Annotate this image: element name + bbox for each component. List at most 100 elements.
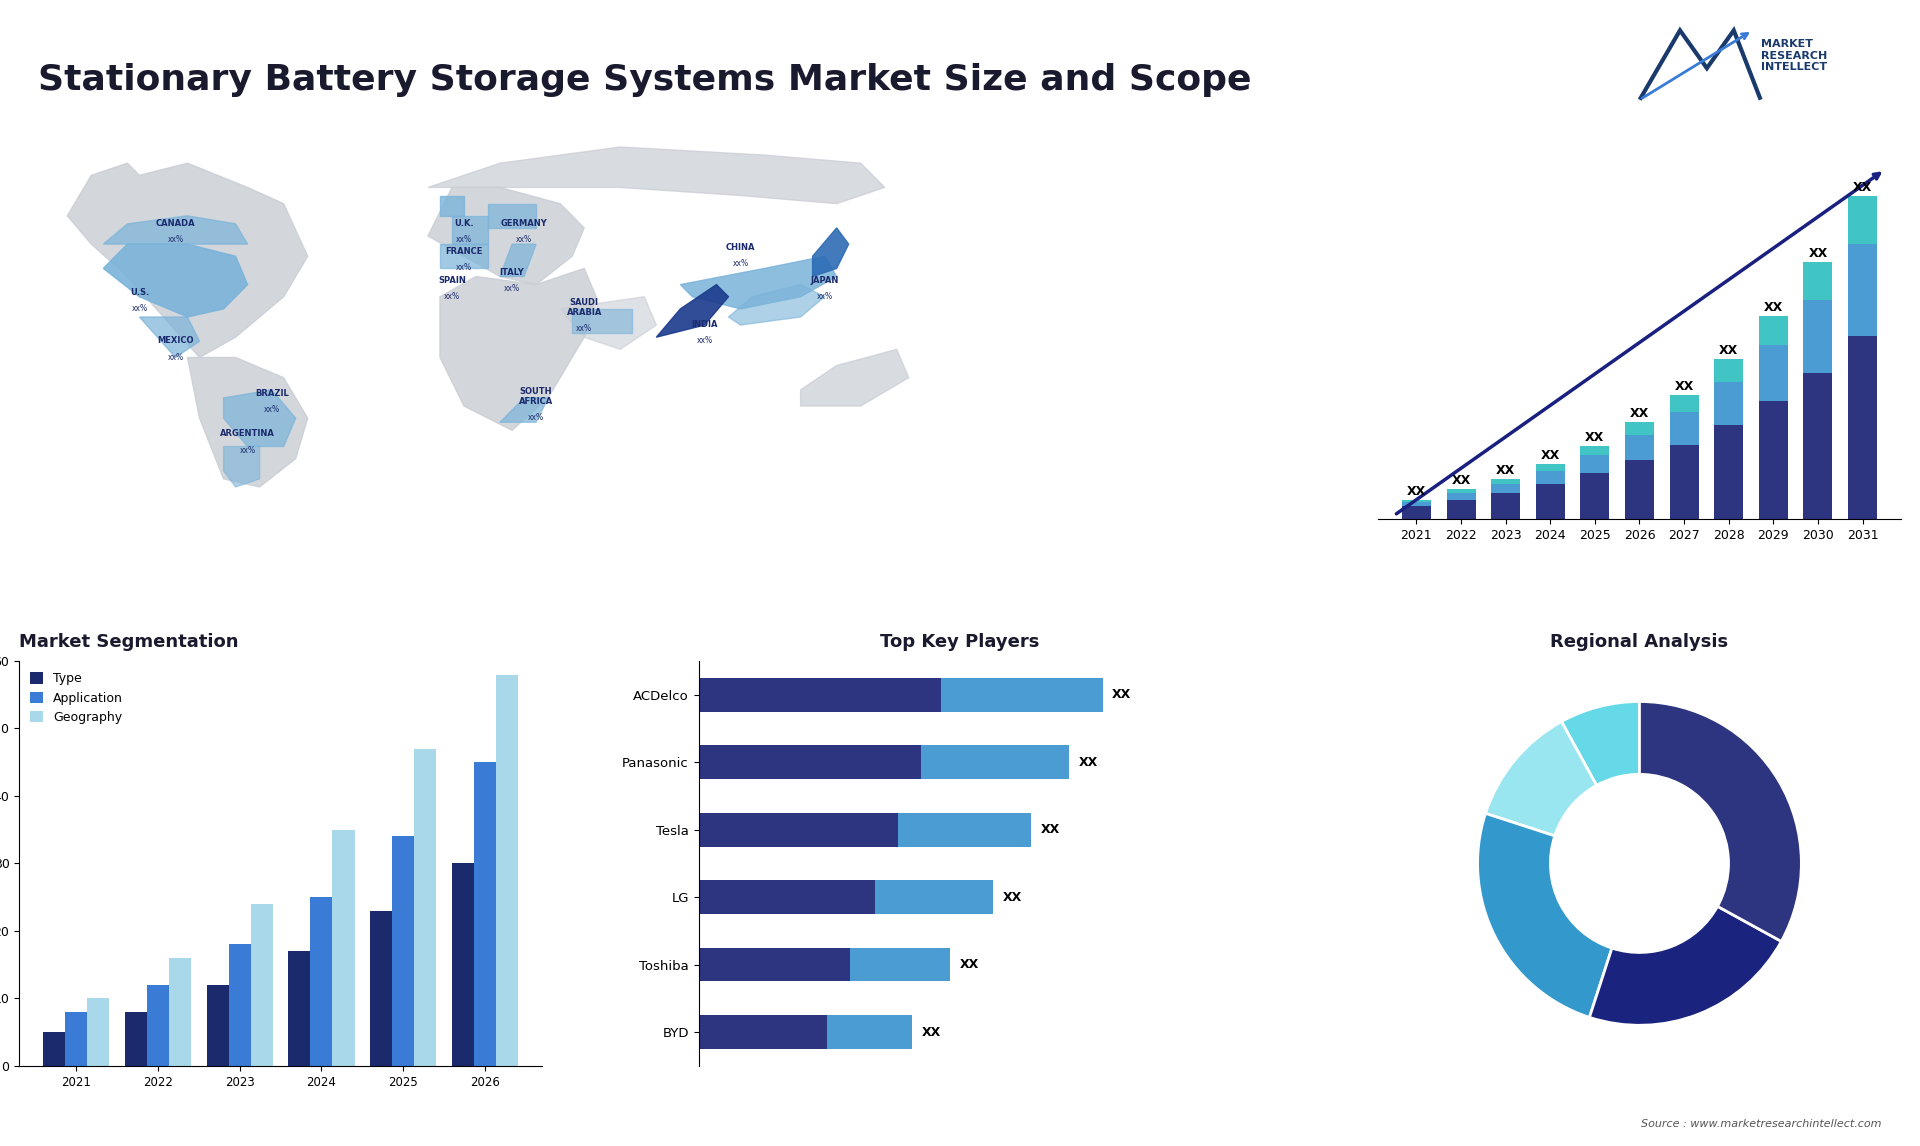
Polygon shape	[223, 447, 259, 487]
Bar	[311, 897, 332, 1066]
Bar	[1715, 382, 1743, 425]
Text: xx%: xx%	[816, 292, 833, 300]
Polygon shape	[104, 244, 248, 317]
Bar	[1446, 493, 1475, 500]
Bar	[1492, 479, 1521, 484]
Bar	[288, 951, 311, 1066]
Text: xx%: xx%	[263, 406, 280, 414]
Bar	[1624, 461, 1653, 519]
Polygon shape	[67, 163, 307, 358]
Bar	[1536, 471, 1565, 484]
Bar	[922, 745, 1069, 779]
Text: xx%: xx%	[576, 324, 591, 333]
Text: XX: XX	[1002, 890, 1021, 904]
Bar	[1402, 500, 1430, 502]
Text: XX: XX	[1407, 485, 1427, 497]
Text: CHINA: CHINA	[726, 243, 755, 252]
Polygon shape	[499, 398, 547, 422]
Text: XX: XX	[1540, 449, 1559, 462]
Polygon shape	[728, 284, 824, 325]
Text: MEXICO: MEXICO	[157, 336, 194, 345]
Bar	[1446, 500, 1475, 519]
Bar	[42, 1033, 65, 1066]
Bar	[1670, 411, 1699, 445]
Bar	[495, 675, 518, 1066]
Text: xx%: xx%	[732, 259, 749, 268]
Polygon shape	[451, 215, 488, 244]
Bar	[1492, 493, 1521, 519]
Bar	[1849, 336, 1878, 519]
Bar	[1759, 401, 1788, 519]
Bar	[699, 948, 851, 981]
Bar	[392, 837, 415, 1066]
Text: XX: XX	[1452, 474, 1471, 487]
Bar	[1624, 423, 1653, 435]
Wedge shape	[1561, 701, 1640, 785]
Polygon shape	[223, 390, 296, 447]
Text: SAUDI
ARABIA: SAUDI ARABIA	[566, 298, 601, 317]
Title: Regional Analysis: Regional Analysis	[1551, 633, 1728, 651]
Text: xx%: xx%	[240, 446, 255, 455]
Text: BRAZIL: BRAZIL	[255, 388, 288, 398]
Wedge shape	[1590, 906, 1782, 1026]
Text: SOUTH
AFRICA: SOUTH AFRICA	[518, 386, 553, 406]
Text: ITALY: ITALY	[499, 267, 524, 276]
Polygon shape	[572, 309, 632, 333]
Bar	[1849, 244, 1878, 336]
Text: xx%: xx%	[444, 292, 461, 300]
Text: XX: XX	[960, 958, 979, 971]
Text: xx%: xx%	[528, 414, 543, 422]
Bar	[474, 762, 495, 1066]
Bar	[851, 948, 950, 981]
Bar	[1715, 425, 1743, 519]
Bar	[1536, 464, 1565, 471]
Bar	[1803, 300, 1832, 372]
Bar	[228, 944, 252, 1066]
Polygon shape	[440, 244, 488, 268]
Text: xx%: xx%	[131, 304, 148, 313]
Bar	[1580, 473, 1609, 519]
Text: ARGENTINA: ARGENTINA	[221, 430, 275, 439]
Wedge shape	[1640, 701, 1801, 941]
Bar	[65, 1012, 86, 1066]
Polygon shape	[440, 268, 597, 430]
Bar	[371, 911, 392, 1066]
Bar	[146, 984, 169, 1066]
Bar	[699, 745, 922, 779]
Bar	[899, 813, 1031, 847]
Bar	[86, 998, 109, 1066]
Polygon shape	[801, 350, 908, 406]
Text: MARKET
RESEARCH
INTELLECT: MARKET RESEARCH INTELLECT	[1761, 39, 1828, 72]
Text: xx%: xx%	[455, 235, 472, 244]
Text: XX: XX	[1586, 431, 1605, 444]
Text: FRANCE: FRANCE	[445, 248, 482, 257]
Bar	[207, 984, 228, 1066]
Text: U.S.: U.S.	[131, 288, 150, 297]
Wedge shape	[1486, 722, 1597, 835]
Text: JAPAN: JAPAN	[810, 275, 839, 284]
Bar	[1670, 445, 1699, 519]
Bar	[1803, 262, 1832, 300]
Bar	[1624, 435, 1653, 461]
Text: XX: XX	[1853, 181, 1872, 194]
Wedge shape	[1478, 814, 1613, 1018]
Bar	[699, 880, 876, 915]
Bar	[699, 678, 941, 712]
Text: Source : www.marketresearchintellect.com: Source : www.marketresearchintellect.com	[1642, 1118, 1882, 1129]
Text: SPAIN: SPAIN	[438, 275, 467, 284]
Bar	[1580, 455, 1609, 473]
Text: xx%: xx%	[455, 264, 472, 273]
Text: INDIA: INDIA	[691, 320, 718, 329]
Bar	[1446, 489, 1475, 493]
Text: XX: XX	[1112, 689, 1131, 701]
Text: Stationary Battery Storage Systems Market Size and Scope: Stationary Battery Storage Systems Marke…	[38, 63, 1252, 97]
Bar	[1492, 484, 1521, 493]
Text: XX: XX	[1496, 464, 1515, 477]
Bar	[1670, 395, 1699, 411]
Polygon shape	[561, 297, 657, 350]
Text: XX: XX	[1079, 755, 1098, 769]
Legend: Type, Application, Geography: Type, Application, Geography	[25, 667, 129, 729]
Bar	[1402, 507, 1430, 519]
Polygon shape	[188, 358, 307, 487]
Title: Top Key Players: Top Key Players	[879, 633, 1041, 651]
